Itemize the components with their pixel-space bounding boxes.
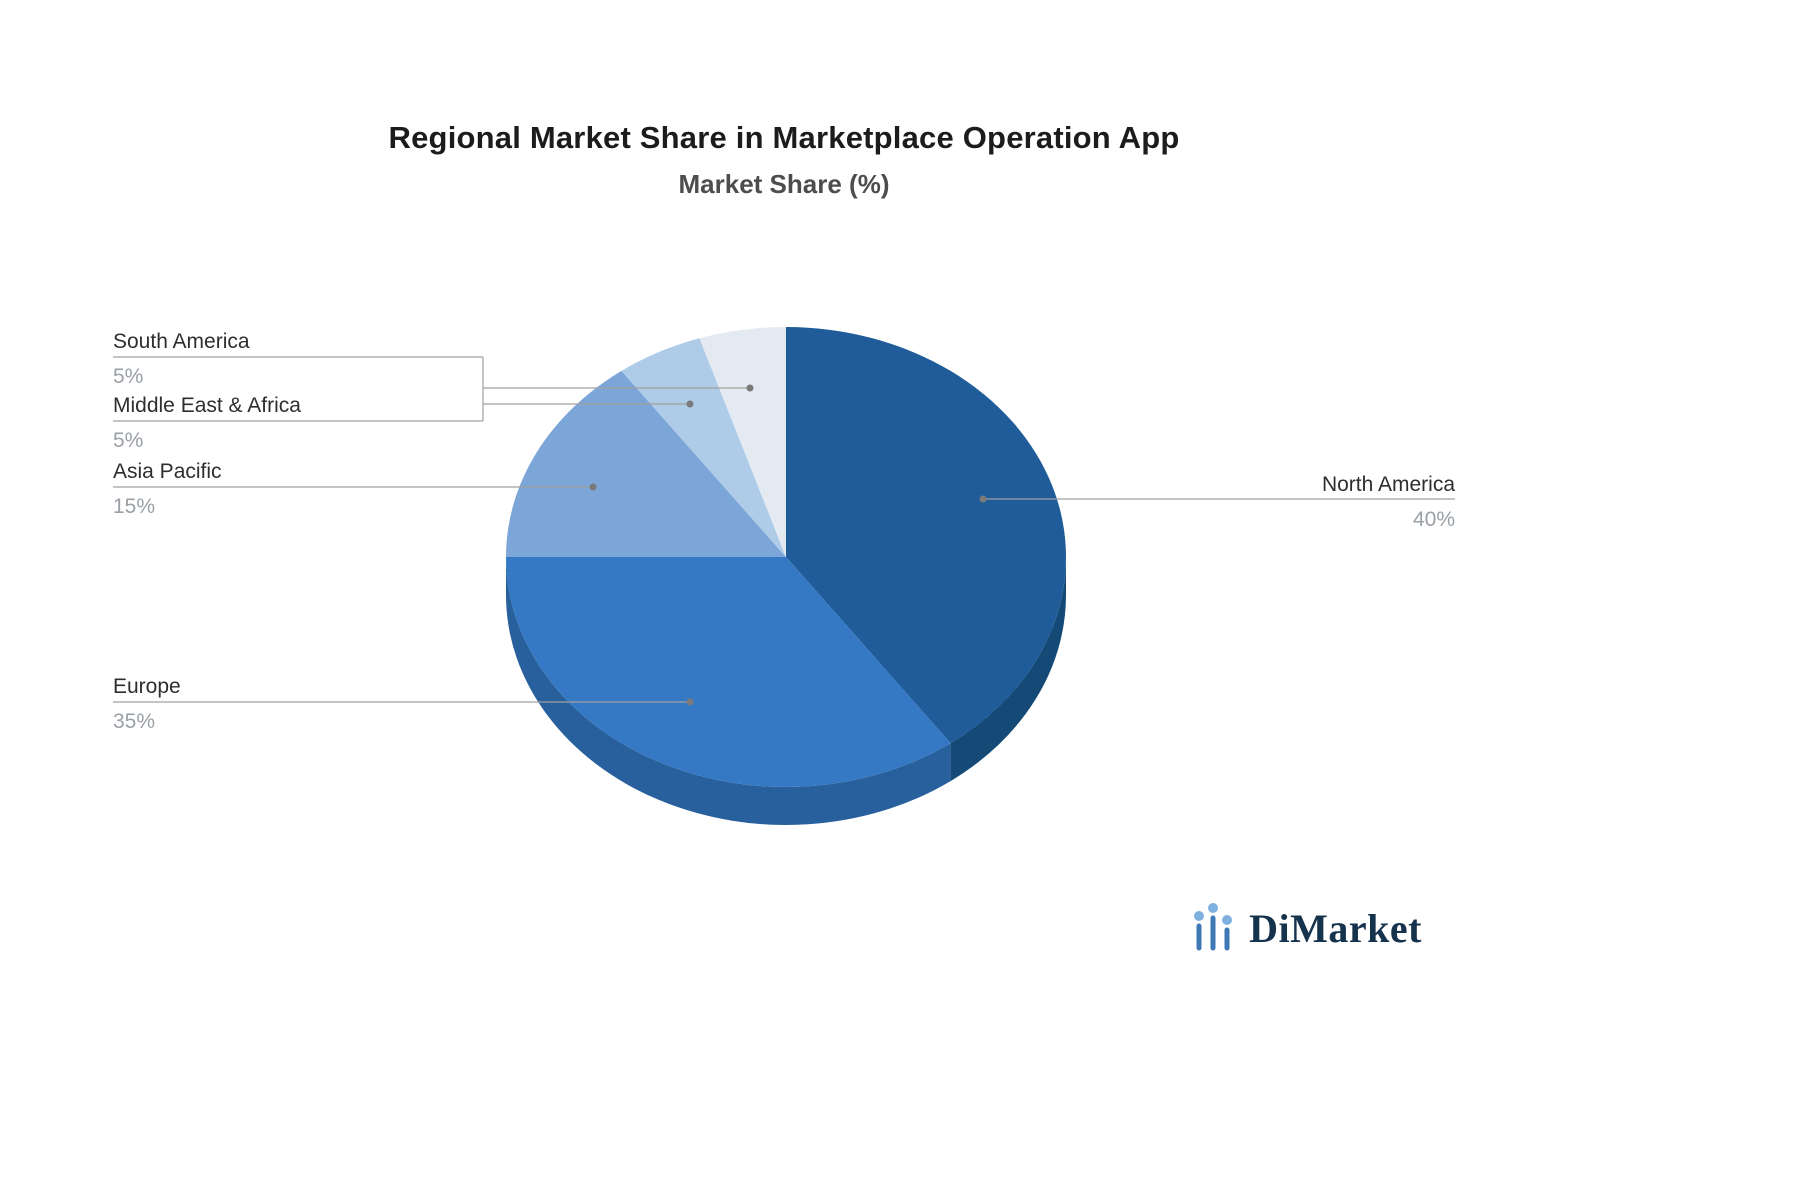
label-asia-pacific: Asia Pacific 15% xyxy=(113,457,222,521)
label-south-america: South America 5% xyxy=(113,327,250,391)
callout-dot-south-america xyxy=(746,384,754,392)
slice-label: South America xyxy=(113,330,250,353)
chart-title: Regional Market Share in Marketplace Ope… xyxy=(388,120,1180,155)
slice-label: Europe xyxy=(113,675,181,698)
label-europe: Europe 35% xyxy=(113,672,181,736)
leader-lines xyxy=(113,356,1455,703)
pie-slices xyxy=(506,327,1066,787)
leader-dots xyxy=(589,384,987,706)
pie-slice-europe[interactable] xyxy=(506,557,951,787)
chart-subtitle: Market Share (%) xyxy=(678,169,890,199)
pie-slice-south-america[interactable] xyxy=(699,327,786,557)
label-north-america: North America 40% xyxy=(1322,470,1455,534)
dimarket-logo: DiMarket xyxy=(1191,903,1422,953)
slice-value: 35% xyxy=(113,710,156,733)
dimarket-logo-text: DiMarket xyxy=(1249,905,1422,951)
pie-slice-asia-pacific[interactable] xyxy=(506,370,786,557)
slice-value: 5% xyxy=(113,429,144,452)
slice-label: Middle East & Africa xyxy=(113,394,301,417)
slice-label: North America xyxy=(1321,473,1455,496)
pie-slice-middle-east-africa[interactable] xyxy=(621,338,786,557)
slice-value: 40% xyxy=(1412,508,1455,531)
label-middle-east-africa: Middle East & Africa 5% xyxy=(113,391,301,455)
callout-dot-europe xyxy=(686,698,694,706)
pie-side-europe xyxy=(506,557,951,825)
callout-dot-middle-east-africa xyxy=(686,400,694,408)
slice-label: Asia Pacific xyxy=(113,460,222,483)
slice-value: 5% xyxy=(113,365,144,388)
bar-dots-chart-icon xyxy=(1194,903,1233,951)
pie-side-north-america xyxy=(950,557,1066,782)
callout-dot-asia-pacific xyxy=(589,483,597,491)
slice-value: 15% xyxy=(113,495,156,518)
pie-3d-side xyxy=(506,557,1066,825)
pie-slice-north-america[interactable] xyxy=(786,327,1066,744)
callout-dot-north-america xyxy=(979,495,987,503)
